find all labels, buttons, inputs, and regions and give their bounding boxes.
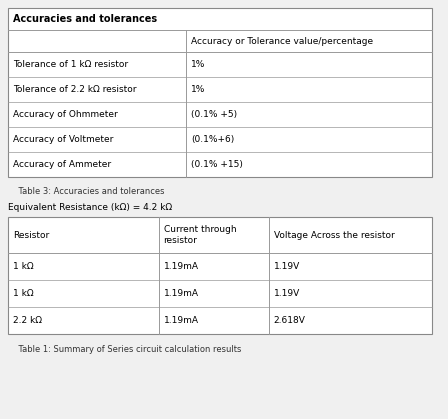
- Text: 2.618V: 2.618V: [274, 316, 306, 325]
- Text: 2.2 kΩ: 2.2 kΩ: [13, 316, 42, 325]
- Text: Voltage Across the resistor: Voltage Across the resistor: [274, 230, 395, 240]
- Text: Accuracy of Ohmmeter: Accuracy of Ohmmeter: [13, 110, 118, 119]
- Text: 1 kΩ: 1 kΩ: [13, 289, 34, 298]
- Text: Accuracies and tolerances: Accuracies and tolerances: [13, 14, 157, 24]
- Text: Tolerance of 2.2 kΩ resistor: Tolerance of 2.2 kΩ resistor: [13, 85, 137, 94]
- Bar: [8, 8, 432, 177]
- Text: Equivalent Resistance (kΩ) = 4.2 kΩ: Equivalent Resistance (kΩ) = 4.2 kΩ: [8, 202, 172, 212]
- Text: 1.19mA: 1.19mA: [164, 262, 198, 271]
- Text: 1.19V: 1.19V: [274, 289, 300, 298]
- Text: Accuracy of Ammeter: Accuracy of Ammeter: [13, 160, 111, 169]
- Text: (0.1%+6): (0.1%+6): [191, 135, 234, 144]
- Bar: [8, 217, 432, 334]
- Text: 1%: 1%: [191, 60, 206, 69]
- Text: 1%: 1%: [191, 85, 206, 94]
- Text: (0.1% +5): (0.1% +5): [191, 110, 237, 119]
- Text: 1.19V: 1.19V: [274, 262, 300, 271]
- Text: Resistor: Resistor: [13, 230, 49, 240]
- Text: 1.19mA: 1.19mA: [164, 289, 198, 298]
- Text: (0.1% +15): (0.1% +15): [191, 160, 243, 169]
- Text: Tolerance of 1 kΩ resistor: Tolerance of 1 kΩ resistor: [13, 60, 128, 69]
- Text: 1 kΩ: 1 kΩ: [13, 262, 34, 271]
- Text: 1.19mA: 1.19mA: [164, 316, 198, 325]
- Text: Accuracy of Voltmeter: Accuracy of Voltmeter: [13, 135, 113, 144]
- Text: Table 1: Summary of Series circuit calculation results: Table 1: Summary of Series circuit calcu…: [8, 346, 241, 354]
- Text: Table 3: Accuracies and tolerances: Table 3: Accuracies and tolerances: [8, 186, 164, 196]
- Text: Current through
resistor: Current through resistor: [164, 225, 236, 245]
- Text: Accuracy or Tolerance value/percentage: Accuracy or Tolerance value/percentage: [191, 36, 373, 46]
